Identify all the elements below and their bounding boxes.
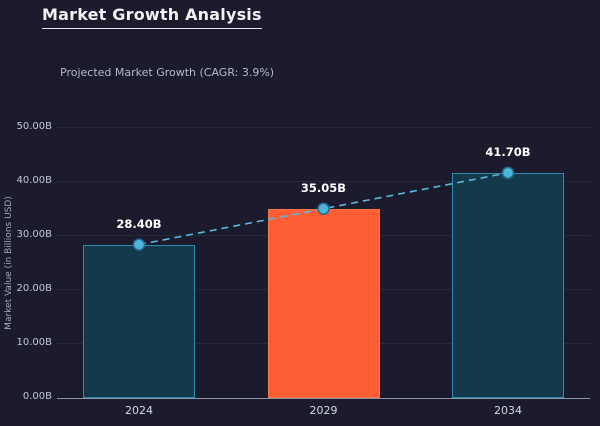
y-tick-10.00B: 10.00B	[16, 337, 53, 348]
x-tick-2024: 2024	[125, 404, 153, 417]
value-label-2029: 35.05B	[300, 180, 347, 195]
page-title: Market Growth Analysis	[42, 5, 262, 29]
plot-area: 28.40B 35.05B 41.70B	[57, 127, 590, 399]
y-tick-30.00B: 30.00B	[16, 229, 53, 240]
y-tick-40.00B: 40.00B	[16, 175, 53, 186]
x-tick-2029: 2029	[309, 404, 338, 417]
x-tick-2034: 2034	[494, 404, 522, 417]
bar-2029	[267, 208, 380, 398]
bar-2034	[452, 172, 564, 398]
y-axis-label: Market Value (in Billions USD)	[4, 196, 14, 330]
value-label-2034: 41.70B	[485, 144, 531, 159]
value-label-2024: 28.40B	[116, 216, 162, 231]
y-tick-50.00B: 50.00B	[16, 121, 53, 132]
gridline	[57, 127, 590, 128]
y-tick-0.00B: 0.00B	[22, 391, 52, 402]
y-tick-20.00B: 20.00B	[16, 283, 53, 294]
chart-subtitle: Projected Market Growth (CAGR: 3.9%)	[60, 66, 275, 79]
bar-2024	[83, 244, 195, 398]
